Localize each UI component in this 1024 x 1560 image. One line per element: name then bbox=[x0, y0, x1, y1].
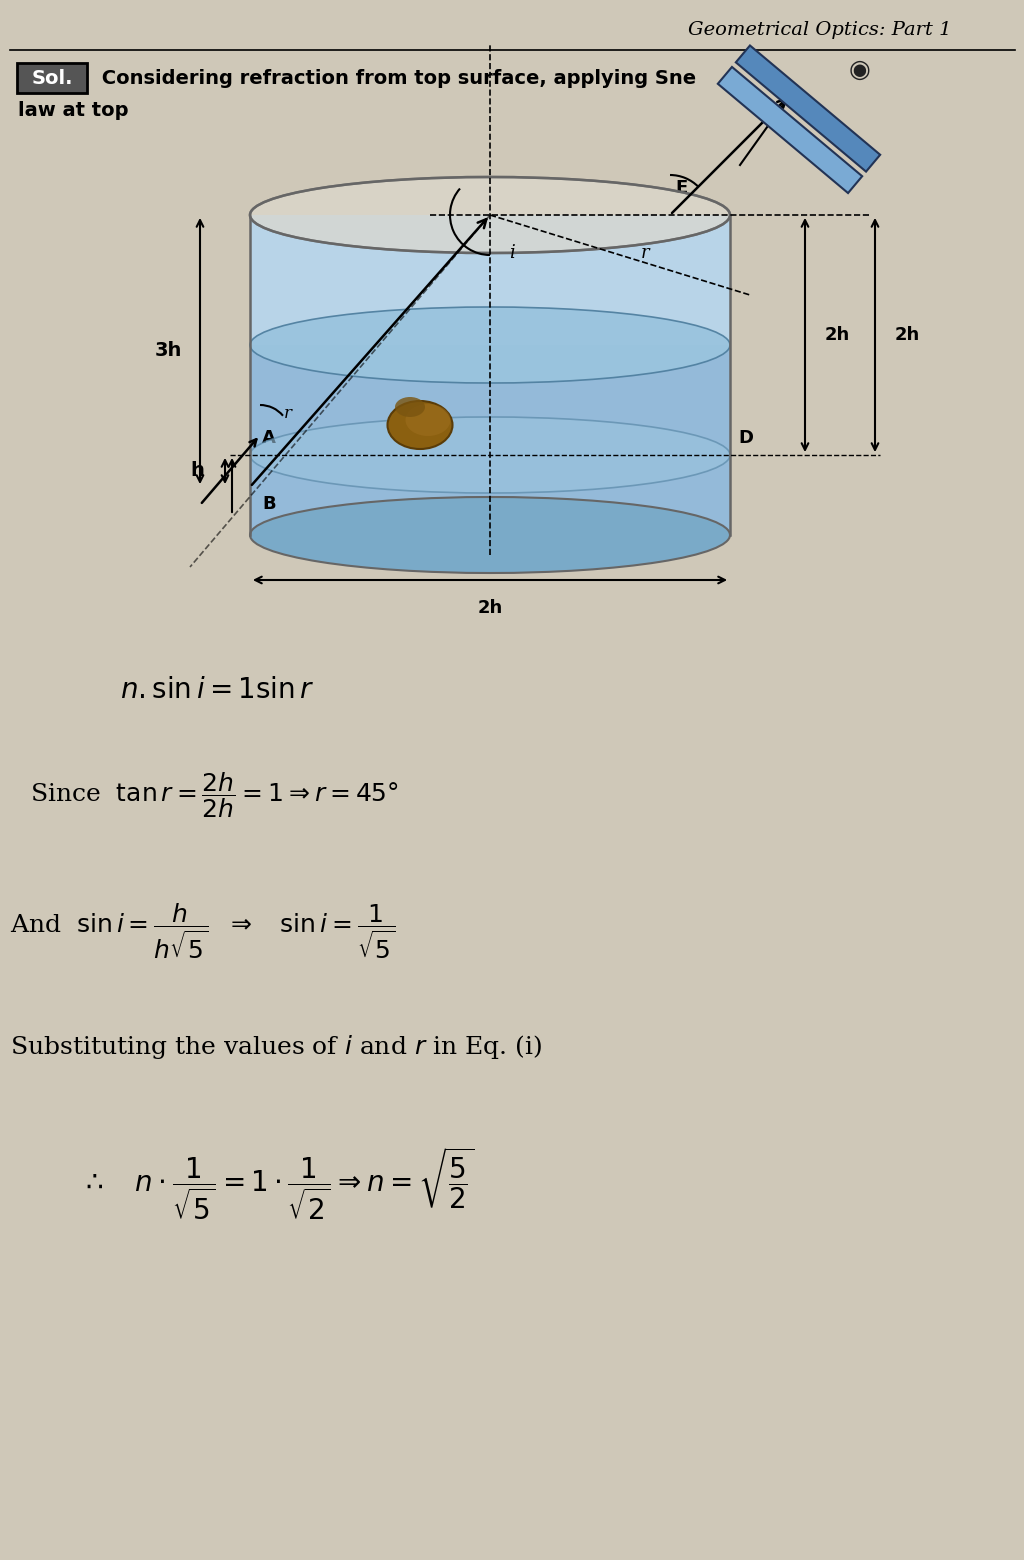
Text: Geometrical Optics: Part 1: Geometrical Optics: Part 1 bbox=[688, 20, 951, 39]
Ellipse shape bbox=[387, 401, 453, 449]
Text: $\therefore$   $n \cdot \dfrac{1}{\sqrt{5}} = 1 \cdot \dfrac{1}{\sqrt{2}}\Righta: $\therefore$ $n \cdot \dfrac{1}{\sqrt{5}… bbox=[80, 1145, 474, 1221]
Ellipse shape bbox=[395, 396, 425, 417]
Text: Since  $\tan r = \dfrac{2h}{2h} = 1 \Rightarrow r = 45°$: Since $\tan r = \dfrac{2h}{2h} = 1 \Righ… bbox=[30, 771, 399, 821]
Text: 3h: 3h bbox=[155, 342, 181, 360]
Text: 2h: 2h bbox=[824, 326, 850, 345]
Ellipse shape bbox=[250, 417, 730, 493]
Text: E: E bbox=[675, 179, 687, 197]
Polygon shape bbox=[250, 215, 730, 535]
Polygon shape bbox=[736, 45, 881, 172]
Text: h: h bbox=[190, 462, 204, 480]
FancyBboxPatch shape bbox=[17, 62, 87, 94]
Ellipse shape bbox=[250, 176, 730, 253]
Text: Considering refraction from top surface, applying Sne: Considering refraction from top surface,… bbox=[95, 69, 696, 87]
Text: 2h: 2h bbox=[894, 326, 920, 345]
Text: i: i bbox=[509, 243, 515, 262]
Text: r: r bbox=[284, 404, 292, 421]
Polygon shape bbox=[250, 345, 730, 535]
Text: A: A bbox=[262, 429, 275, 448]
Text: And  $\sin i = \dfrac{h}{h\sqrt{5}}$  $\Rightarrow$   $\sin i = \dfrac{1}{\sqrt{: And $\sin i = \dfrac{h}{h\sqrt{5}}$ $\Ri… bbox=[10, 902, 396, 961]
Text: Substituting the values of $i$ and $r$ in Eq. (i): Substituting the values of $i$ and $r$ i… bbox=[10, 1033, 542, 1061]
Text: Sol.: Sol. bbox=[32, 69, 73, 87]
Text: law at top: law at top bbox=[18, 100, 128, 120]
Text: D: D bbox=[738, 429, 753, 448]
Text: r: r bbox=[641, 243, 649, 262]
Text: ◉: ◉ bbox=[849, 58, 871, 83]
Text: $n.\sin i = 1\sin r$: $n.\sin i = 1\sin r$ bbox=[120, 677, 314, 704]
Text: 2h: 2h bbox=[477, 599, 503, 618]
Ellipse shape bbox=[250, 307, 730, 384]
Ellipse shape bbox=[250, 498, 730, 573]
Text: B: B bbox=[262, 495, 275, 513]
Polygon shape bbox=[718, 67, 862, 193]
Ellipse shape bbox=[406, 404, 451, 435]
